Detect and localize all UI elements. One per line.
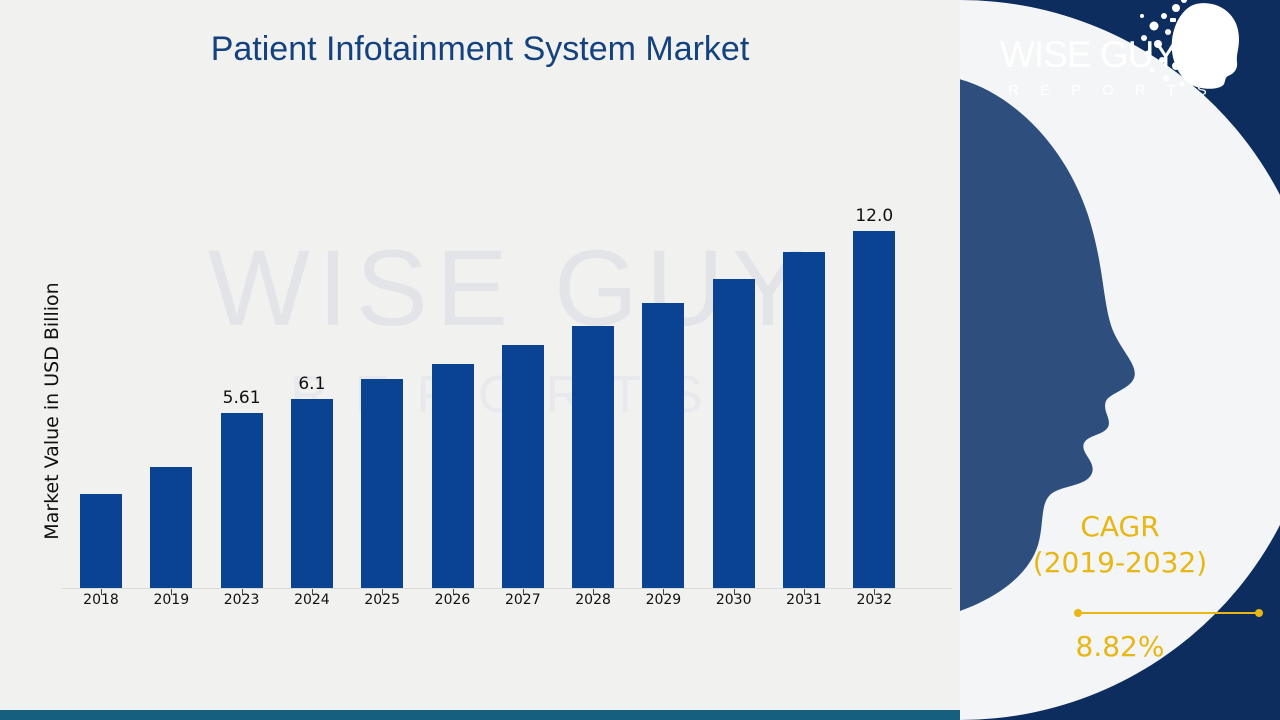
bar-2032 — [853, 230, 896, 588]
x-tick-label-2026: 2026 — [434, 592, 471, 608]
cagr-divider-dot-right — [1255, 609, 1263, 617]
x-tick-label-2031: 2031 — [786, 592, 822, 608]
brand-panel: CAGR (2019-2032) 8.82% — [960, 0, 1280, 720]
x-tick-2026 — [452, 588, 454, 595]
x-tick-label-2023: 2023 — [223, 592, 260, 608]
x-tick-label-2019: 2019 — [153, 592, 190, 608]
bar-2030 — [712, 279, 755, 588]
bar-2026 — [431, 363, 474, 588]
bar-2029 — [642, 302, 685, 588]
x-tick-2029 — [663, 588, 665, 595]
x-axis-line — [62, 588, 952, 589]
x-tick-2023 — [241, 588, 243, 595]
brand-name-primary: WISE GUY — [1000, 34, 1178, 75]
bar-value-label-2023: 5.61 — [222, 388, 261, 409]
x-tick-label-2028: 2028 — [575, 592, 611, 608]
bar-2031 — [783, 252, 825, 588]
x-tick-2028 — [593, 588, 595, 595]
cagr-title: CAGR — [1080, 510, 1160, 543]
y-axis-label: Market Value in USD Billion — [41, 282, 63, 540]
bar-value-label-2024: 6.1 — [298, 374, 326, 395]
bar-2023 — [220, 413, 263, 588]
x-tick-label-2032: 2032 — [856, 592, 893, 608]
brand-name-secondary: R E P O R T S — [1008, 82, 1216, 99]
x-tick-2030 — [733, 588, 735, 595]
bar-2019 — [150, 466, 193, 588]
x-tick-label-2030: 2030 — [715, 592, 752, 608]
x-tick-label-2027: 2027 — [504, 592, 541, 608]
bar-2028 — [572, 325, 615, 588]
x-tick-label-2025: 2025 — [364, 592, 400, 608]
brand-logo[interactable]: WISE GUY R E P O R T S — [1000, 30, 1250, 120]
x-tick-2019 — [171, 588, 173, 595]
cagr-range: (2019-2032) — [1032, 546, 1208, 579]
x-tick-2024 — [311, 588, 313, 595]
x-tick-2031 — [804, 588, 805, 595]
page-title: Patient Infotainment System Market — [210, 30, 750, 68]
head-profile-icon — [960, 79, 1135, 611]
cagr-value: 8.82% — [1075, 630, 1165, 663]
bar-2025 — [361, 379, 404, 588]
x-tick-label-2024: 2024 — [294, 592, 330, 608]
cagr-divider-dot-left — [1074, 609, 1082, 617]
bar-2027 — [501, 344, 544, 588]
x-tick-2027 — [522, 588, 524, 595]
bar-value-label-2032: 12.0 — [855, 205, 894, 226]
bar-2018 — [80, 494, 122, 588]
x-tick-2025 — [382, 588, 384, 595]
cagr-divider — [1074, 609, 1263, 617]
bottom-accent-strip — [0, 710, 960, 720]
x-tick-2018 — [101, 588, 102, 595]
brand-dot-cluster-icon — [1140, 0, 1239, 89]
bar-2024 — [290, 399, 333, 588]
x-tick-label-2029: 2029 — [645, 592, 682, 608]
x-tick-2032 — [874, 588, 876, 595]
x-tick-label-2018: 2018 — [83, 592, 119, 608]
